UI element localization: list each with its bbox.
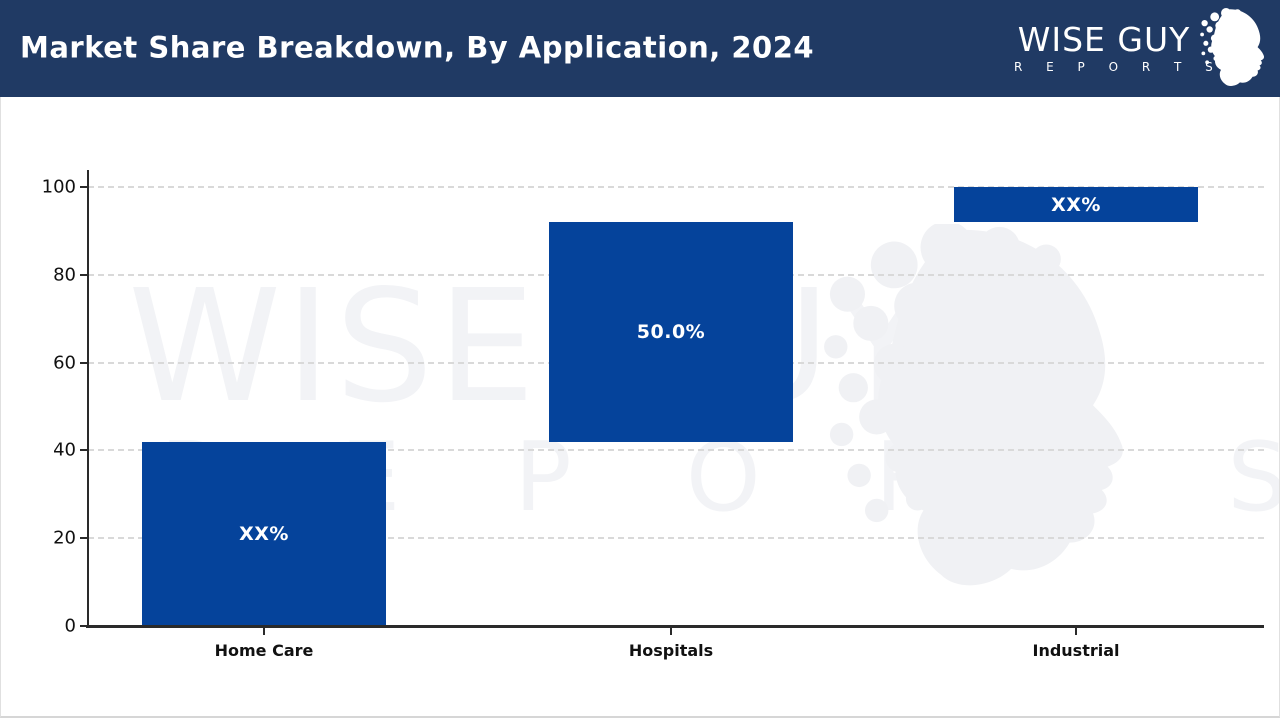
y-tick-mark-80 bbox=[80, 273, 88, 276]
y-tick-label-60: 60 bbox=[53, 352, 76, 374]
y-tick-mark-20 bbox=[80, 537, 88, 540]
watermark-text: WISE GUY bbox=[128, 256, 933, 437]
y-axis-spine bbox=[87, 170, 89, 627]
x-tick-mark-2 bbox=[1075, 628, 1077, 635]
bar-hospitals: 50.0% bbox=[549, 222, 793, 442]
y-tick-mark-0 bbox=[80, 625, 88, 627]
gridline-40 bbox=[88, 449, 1264, 452]
x-axis-label-hospitals: Hospitals bbox=[628, 641, 714, 660]
gridline-20 bbox=[88, 537, 1264, 540]
x-tick-mark-0 bbox=[263, 628, 265, 635]
x-tick-mark-1 bbox=[670, 628, 672, 635]
x-axis-label-industrial: Industrial bbox=[1032, 641, 1120, 660]
chart-title: Market Share Breakdown, By Application, … bbox=[20, 30, 815, 65]
y-tick-label-40: 40 bbox=[53, 439, 76, 461]
x-axis-spine bbox=[86, 625, 1264, 628]
logo-name: WISE GUY bbox=[1017, 20, 1191, 59]
y-tick-mark-60 bbox=[80, 361, 88, 364]
watermark-face-icon bbox=[824, 224, 1123, 586]
logo-text: WISE GUY R E P O R T S bbox=[1014, 20, 1223, 75]
y-tick-label-20: 20 bbox=[53, 527, 76, 549]
bar-value-label: XX% bbox=[1051, 193, 1101, 216]
gridline-100 bbox=[88, 186, 1264, 188]
logo-face-icon bbox=[1200, 8, 1265, 86]
y-tick-label-100: 100 bbox=[41, 176, 76, 198]
y-tick-label-0: 0 bbox=[64, 615, 76, 637]
wise-guy-reports-logo: WISE GUY R E P O R T S bbox=[1014, 6, 1270, 92]
y-tick-mark-100 bbox=[80, 186, 88, 188]
bar-industrial: XX% bbox=[954, 187, 1198, 223]
x-axis-label-home-care: Home Care bbox=[214, 641, 314, 660]
bar-home-care: XX% bbox=[142, 441, 386, 626]
bar-value-label: XX% bbox=[239, 522, 289, 545]
header-bar: Market Share Breakdown, By Application, … bbox=[0, 0, 1280, 97]
y-tick-mark-40 bbox=[80, 449, 88, 452]
logo-tagline: R E P O R T S bbox=[1014, 60, 1223, 75]
y-tick-label-80: 80 bbox=[53, 264, 76, 286]
bar-value-label: 50.0% bbox=[636, 320, 706, 343]
